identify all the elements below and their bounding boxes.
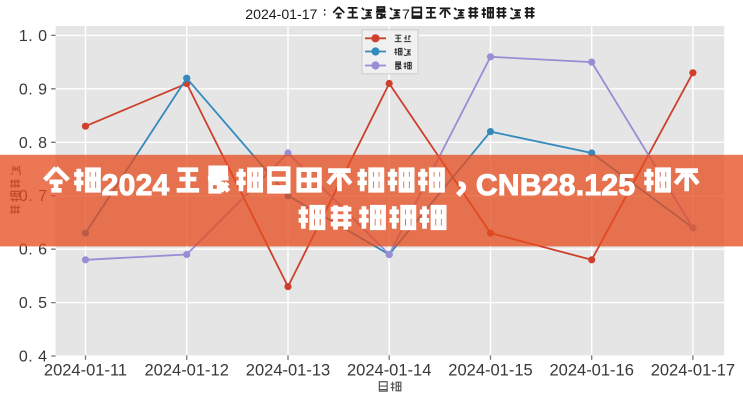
svg-text:2024-01-13: 2024-01-13 xyxy=(246,362,330,380)
svg-text:CNB28.125: CNB28.125 xyxy=(476,169,635,202)
svg-text:0. 8: 0. 8 xyxy=(19,135,48,152)
svg-text:7: 7 xyxy=(402,6,410,22)
svg-text:0. 4: 0. 4 xyxy=(19,349,48,366)
svg-text:2024-01-16: 2024-01-16 xyxy=(549,362,633,380)
svg-text:2024-01-17: 2024-01-17 xyxy=(651,362,735,380)
svg-text:2024-01-17: 2024-01-17 xyxy=(245,6,317,22)
svg-text:0. 5: 0. 5 xyxy=(19,295,48,312)
svg-text:0. 9: 0. 9 xyxy=(19,81,48,98)
svg-text:2024-01-14: 2024-01-14 xyxy=(347,362,431,380)
svg-text:2024-01-12: 2024-01-12 xyxy=(144,362,228,380)
svg-text:2024-01-11: 2024-01-11 xyxy=(44,362,127,380)
svg-text:2024: 2024 xyxy=(102,169,170,202)
svg-text:2024-01-15: 2024-01-15 xyxy=(448,362,532,380)
svg-text:1. 0: 1. 0 xyxy=(19,28,48,45)
